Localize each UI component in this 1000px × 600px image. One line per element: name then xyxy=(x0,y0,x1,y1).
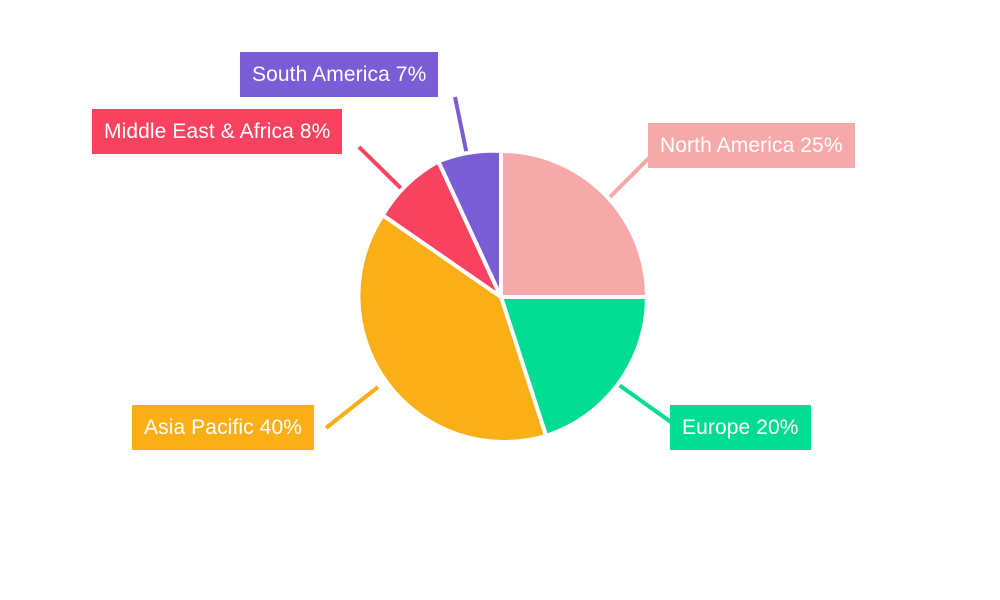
pie-label-europe[interactable]: Europe 20% xyxy=(670,405,811,450)
pie-slice-south-america[interactable] xyxy=(436,148,503,299)
pie-label-north-america[interactable]: North America 25% xyxy=(648,123,855,168)
pie-label-south-america[interactable]: South America 7% xyxy=(240,52,439,97)
pie-label-asia-pacific[interactable]: Asia Pacific 40% xyxy=(132,405,315,450)
pie-label-south-america-text: South America 7% xyxy=(252,62,427,86)
pie-slices xyxy=(356,148,649,444)
leader-line-europe xyxy=(617,383,680,429)
pie-label-middle-east-africa-text: Middle East & Africa 8% xyxy=(104,119,331,143)
pie-label-europe-text: Europe 20% xyxy=(682,415,799,439)
leader-line-south-america xyxy=(453,96,470,161)
leader-line-asia-pacific xyxy=(324,385,380,430)
pie-label-north-america-text: North America 25% xyxy=(660,133,843,157)
pie-slice-asia-pacific[interactable] xyxy=(356,213,549,444)
pie-slice-europe[interactable] xyxy=(499,295,649,438)
pie-slice-north-america[interactable] xyxy=(499,149,649,299)
pie-label-asia-pacific-text: Asia Pacific 40% xyxy=(144,415,303,439)
pie-label-middle-east-africa[interactable]: Middle East & Africa 8% xyxy=(92,109,343,154)
